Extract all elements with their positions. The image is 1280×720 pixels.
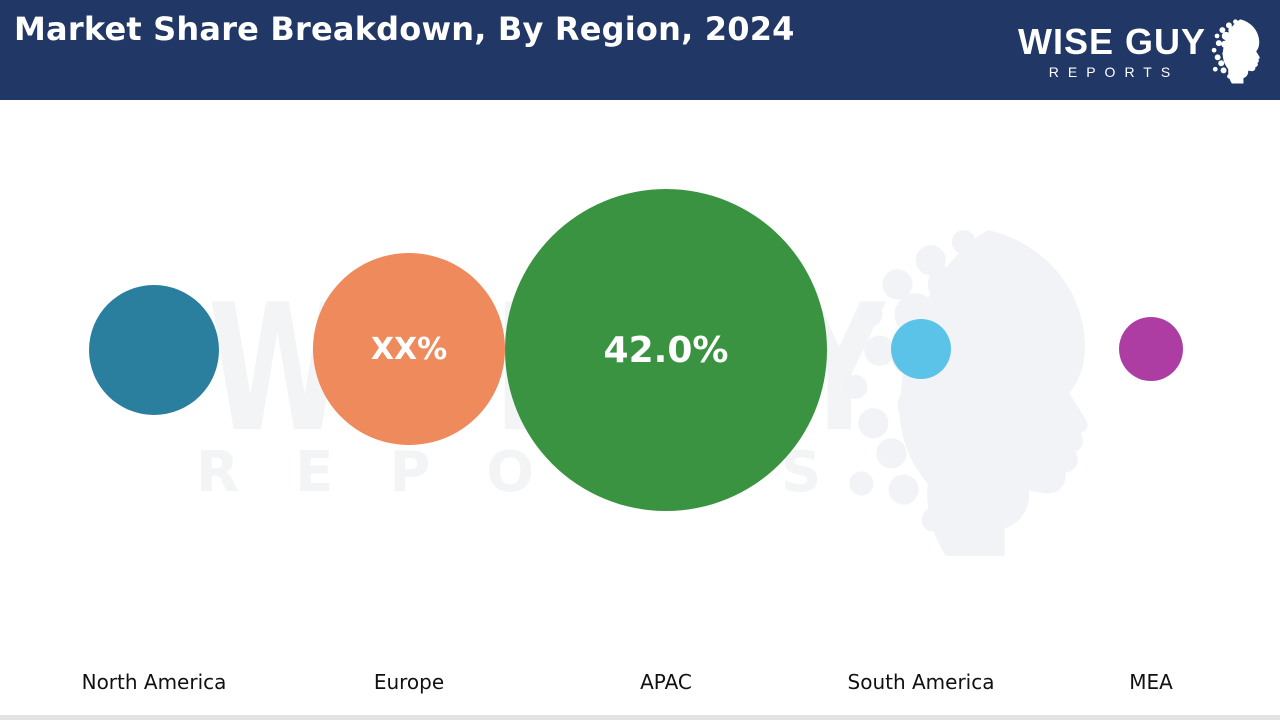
bubble-apac: 42.0%: [505, 189, 827, 511]
bottom-divider: [0, 715, 1280, 720]
head-profile-icon: [1211, 19, 1260, 84]
bubble-value-label: 42.0%: [603, 329, 729, 371]
wise-guy-reports-logo[interactable]: WISE GUY REPORTS: [1018, 14, 1270, 90]
logo-sub-label: REPORTS: [1048, 64, 1180, 80]
category-label-north-america: North America: [81, 670, 227, 694]
logo-text: WISE GUY REPORTS: [1017, 21, 1206, 81]
category-label-mea: MEA: [1129, 670, 1173, 694]
bubble-mea: [1119, 317, 1183, 381]
bubble-south-america: [891, 319, 951, 379]
category-label-europe: Europe: [373, 670, 445, 694]
bubble-europe: XX%: [313, 253, 505, 445]
logo-brand-label: WISE GUY: [1017, 21, 1206, 62]
page-title: Market Share Breakdown, By Region, 2024: [14, 10, 795, 48]
category-label-apac: APAC: [640, 670, 692, 694]
bubble-value-label: XX%: [370, 331, 448, 367]
bubble-north-america: [89, 285, 219, 415]
category-label-south-america: South America: [847, 670, 995, 694]
watermark-head-icon: [843, 230, 1088, 556]
header: Market Share Breakdown, By Region, 2024 …: [0, 0, 1280, 100]
